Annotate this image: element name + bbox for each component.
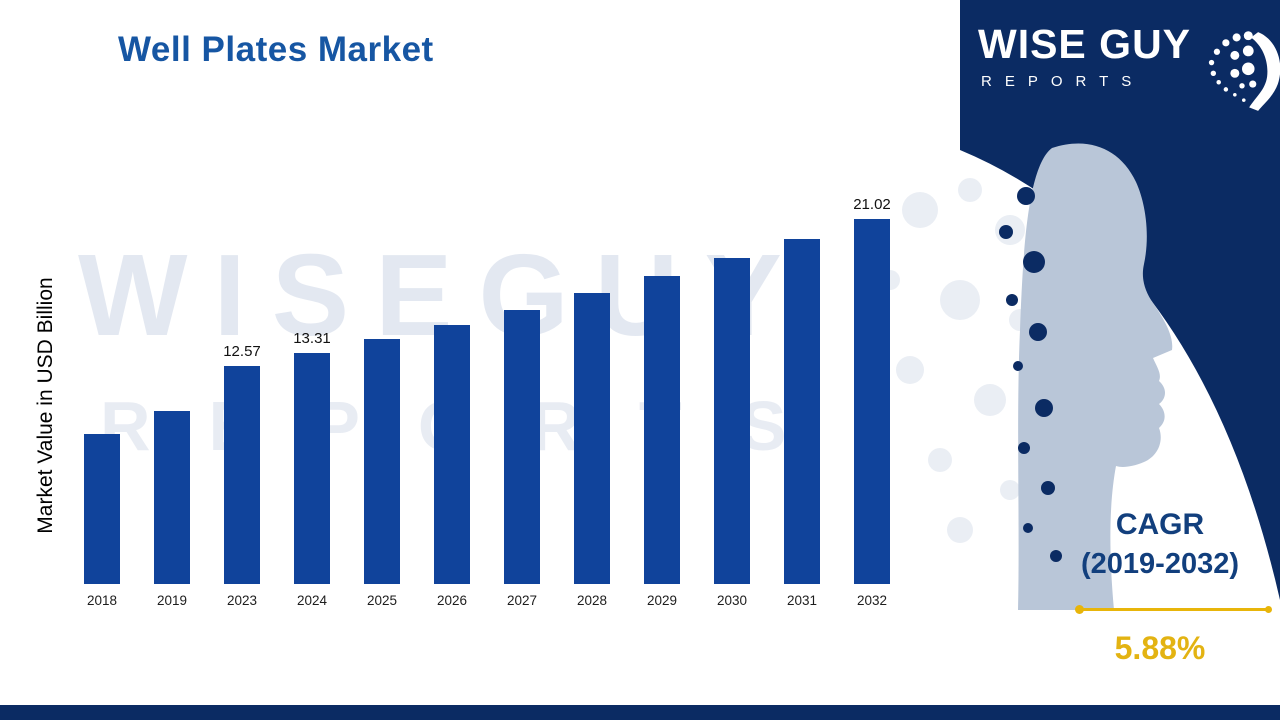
bar-value-label: 21.02 [853, 196, 891, 213]
bar-column: 2019 [137, 170, 207, 612]
cagr-range: (2019-2032) [1081, 548, 1239, 580]
bar-value-label: 13.31 [293, 330, 331, 347]
x-tick-label: 2023 [226, 593, 258, 608]
bar [574, 293, 610, 584]
cagr-label: CAGR [1115, 508, 1205, 541]
wiseguy-logo: WISE GUY REPORTS [978, 24, 1280, 119]
panel-graphic [960, 0, 1280, 610]
x-tick-label: 2019 [156, 593, 188, 608]
bar [504, 310, 540, 584]
x-tick-label: 2026 [436, 593, 468, 608]
bar [784, 239, 820, 584]
bar-column: 2018 [67, 170, 137, 612]
chart-title: Well Plates Market [118, 30, 434, 69]
y-axis-label: Market Value in USD Billion [34, 277, 57, 534]
bar-column: 2030 [697, 170, 767, 612]
bar [224, 366, 260, 584]
x-tick-label: 2025 [366, 593, 398, 608]
bar [644, 276, 680, 584]
watermark-dots-decoration [880, 178, 1031, 543]
bar [854, 219, 890, 584]
x-tick-label: 2029 [646, 593, 678, 608]
x-tick-label: 2031 [786, 593, 818, 608]
gold-divider-line [1075, 605, 1272, 614]
logo-dotted-head-icon [1208, 31, 1280, 111]
bar [84, 434, 120, 584]
x-tick-label: 2030 [716, 593, 748, 608]
x-tick-label: 2027 [506, 593, 538, 608]
bar-column: 2025 [347, 170, 417, 612]
bar [364, 339, 400, 584]
bar-column: 21.02 2032 [837, 170, 907, 612]
bar-column: 2029 [627, 170, 697, 612]
face-profile-silhouette [1018, 143, 1173, 610]
logo-text: WISE GUY REPORTS [978, 24, 1191, 119]
bar-column: 2026 [417, 170, 487, 612]
navy-corner-shape [960, 0, 1280, 600]
x-tick-label: 2032 [856, 593, 888, 608]
logo-wiseguy-text: WISE GUY [978, 21, 1192, 67]
bar-column: 2028 [557, 170, 627, 612]
bar [294, 353, 330, 584]
bar-column: 2031 [767, 170, 837, 612]
logo-reports-text: REPORTS [981, 73, 1145, 90]
bar-column: 2027 [487, 170, 557, 612]
bar [714, 258, 750, 584]
bar [434, 325, 470, 584]
cagr-value: 5.88% [1114, 630, 1206, 666]
bar-chart: 2018 2019 12.57 2023 13.31 2024 2025 2026 2027 20… [67, 170, 907, 612]
bar [154, 411, 190, 584]
bar-column: 12.57 2023 [207, 170, 277, 612]
x-tick-label: 2028 [576, 593, 608, 608]
x-tick-label: 2024 [296, 593, 328, 608]
bottom-accent-bar [0, 705, 1280, 720]
bar-column: 13.31 2024 [277, 170, 347, 612]
face-dots-decoration [999, 187, 1062, 562]
x-tick-label: 2018 [86, 593, 118, 608]
right-decoration-panel [960, 0, 1280, 660]
bar-value-label: 12.57 [223, 343, 261, 360]
